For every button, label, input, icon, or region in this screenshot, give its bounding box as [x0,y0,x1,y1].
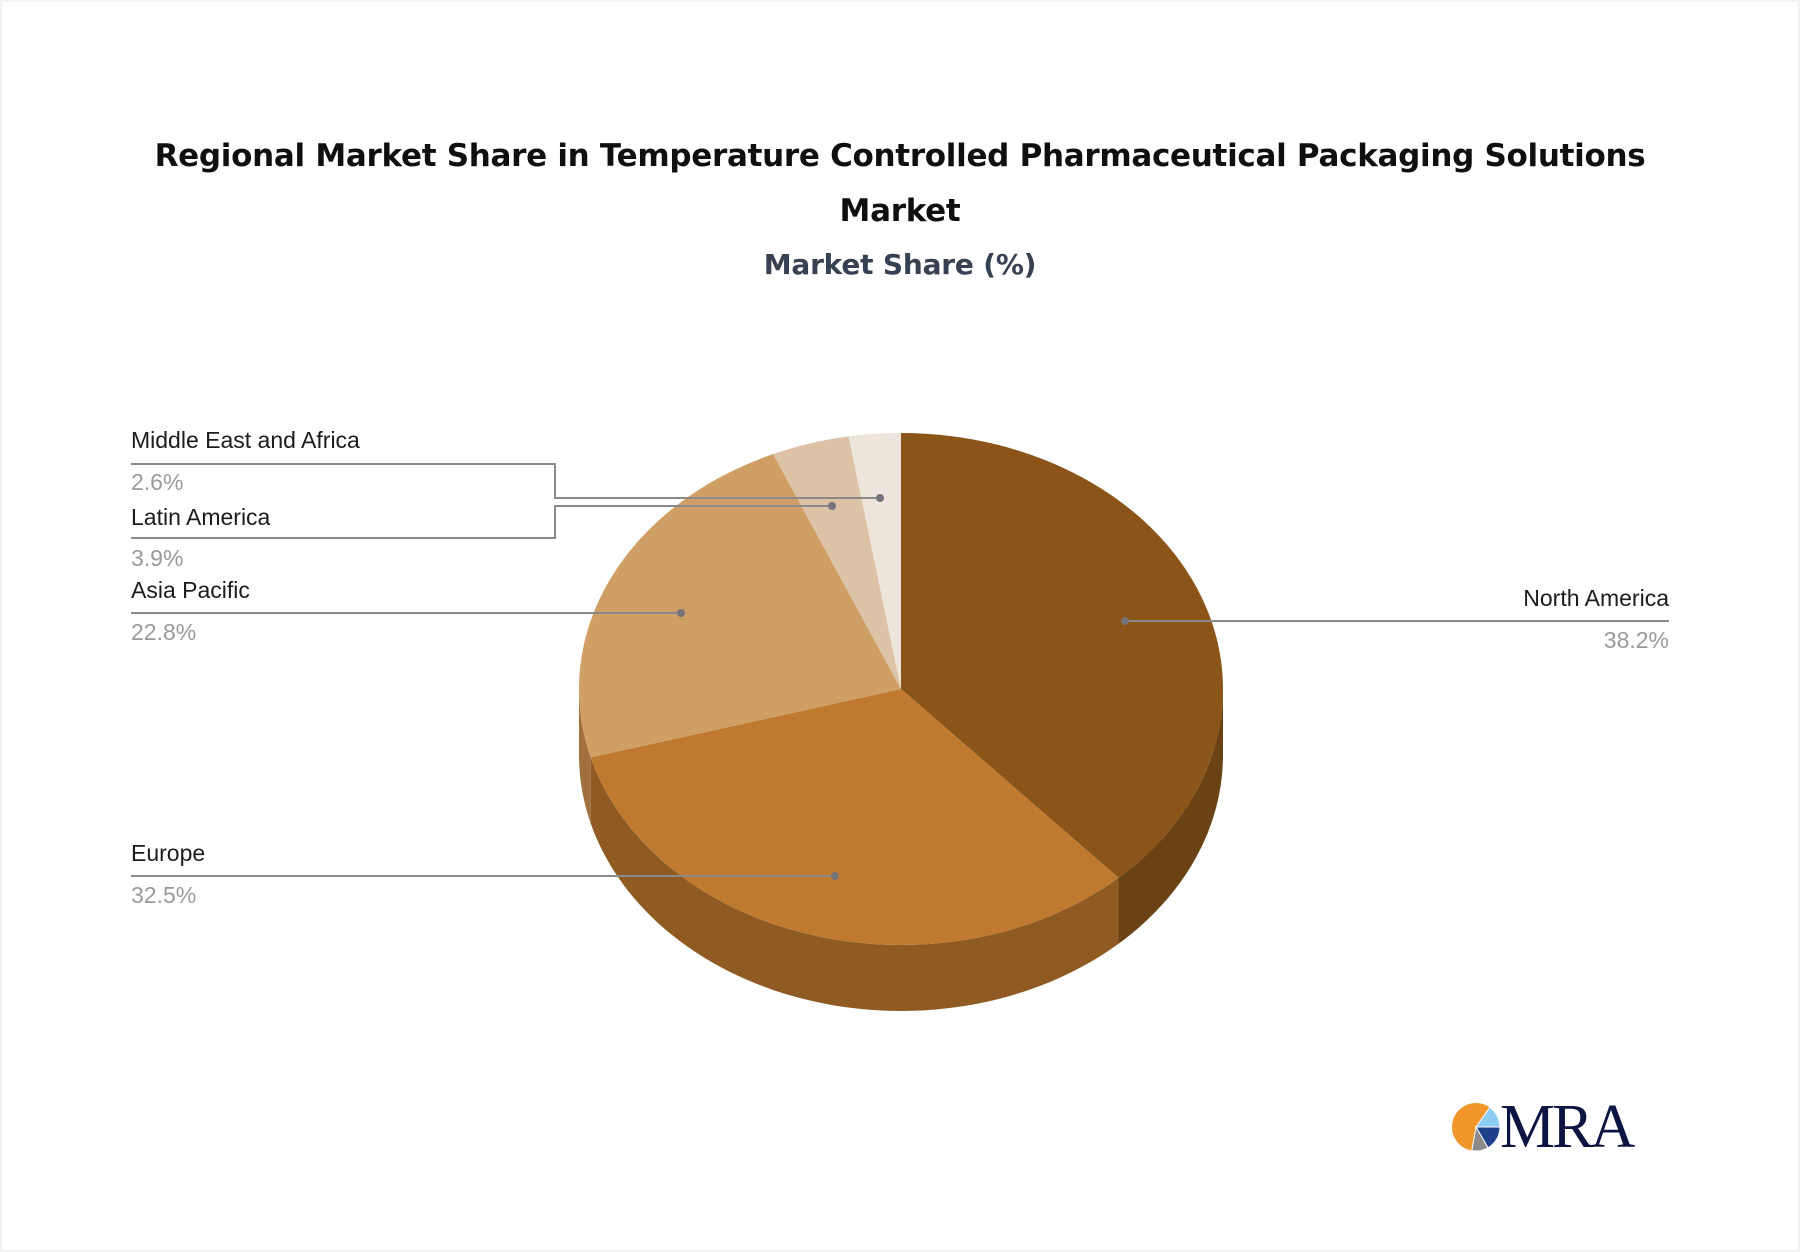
leader-dot-middle-east-africa [876,494,884,502]
label-value-middle-east-africa: 2.6% [131,469,184,495]
pie-logo-icon [1452,1103,1501,1152]
label-value-europe: 32.5% [131,882,197,908]
leader-line-middle-east-africa [131,463,880,499]
label-value-latin-america: 3.9% [131,545,184,571]
chart-title-line-1: Regional Market Share in Temperature Con… [154,138,1646,174]
label-name-latin-america: Latin America [131,504,271,530]
leader-dot-north-america [1121,617,1129,625]
leader-dot-asia-pacific [677,609,685,617]
leader-lines [131,463,1669,877]
pie-sides [579,689,1223,1012]
label-name-north-america: North America [1523,585,1669,611]
label-name-europe: Europe [131,840,206,866]
leader-dots [677,494,1129,880]
label-name-middle-east-africa: Middle East and Africa [131,427,360,453]
pie-slice-latin-america[interactable] [773,436,901,689]
leader-dot-europe [831,872,839,880]
logo-text: MRA [1500,1093,1635,1161]
pie-slice-asia-pacific[interactable] [578,454,901,758]
pie-slice-north-america[interactable] [901,433,1223,878]
chart-title-line-2: Market [839,193,961,229]
label-value-asia-pacific: 22.8% [131,619,197,645]
chart-subtitle: Market Share (%) [763,248,1037,281]
pie-side-north-america [1118,689,1223,944]
pie-slices [578,433,1223,946]
pie-slice-europe[interactable] [590,689,1119,946]
label-value-north-america: 38.2% [1603,627,1669,653]
leader-dot-latin-america [828,502,836,510]
pie-side-europe [590,757,1119,1012]
pie-side-asia-pacific [579,689,591,824]
leader-line-latin-america [131,505,832,539]
label-name-asia-pacific: Asia Pacific [131,577,250,603]
